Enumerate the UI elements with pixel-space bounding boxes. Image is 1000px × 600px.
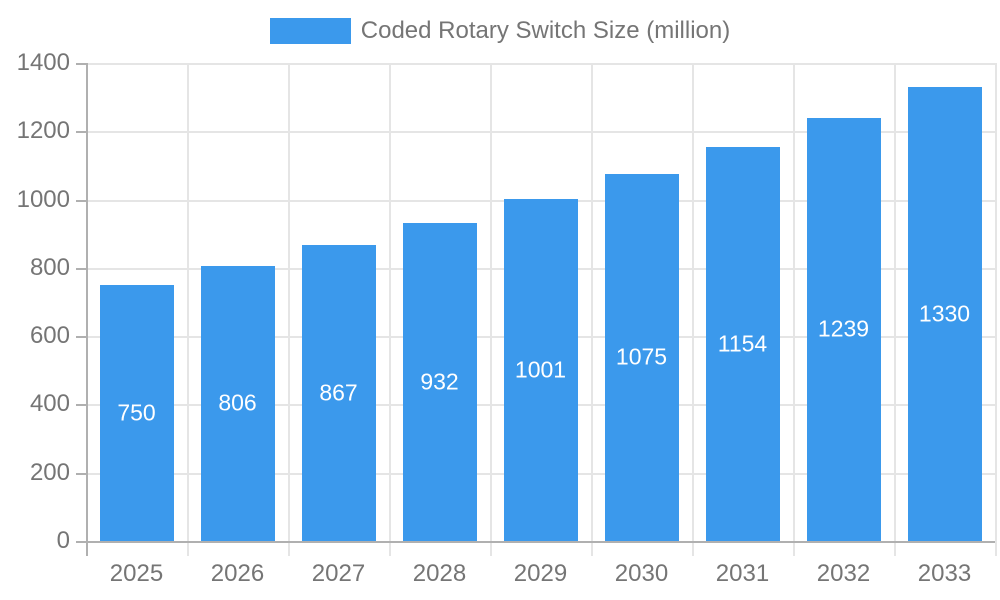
y-axis-tick [76,267,86,270]
bar-value-label: 932 [420,368,459,395]
bar-2031 [705,146,780,541]
bar-value-label: 1001 [514,356,567,383]
bar-2026 [200,265,275,541]
y-axis-line [86,63,88,556]
legend-label: Coded Rotary Switch Size (million) [360,17,731,44]
bar-value-label: 867 [319,379,358,406]
v-gridline [490,63,492,556]
legend: Coded Rotary Switch Size (million) [0,17,1000,44]
bar-2028 [402,222,477,541]
x-axis-tick-label: 2026 [210,560,265,587]
x-axis-tick-label: 2027 [311,560,366,587]
bar-value-label: 1330 [918,300,971,327]
x-axis-tick-label: 2030 [614,560,669,587]
x-axis-tick-label: 2029 [513,560,568,587]
x-axis-tick-label: 2031 [715,560,770,587]
bar-value-label: 1239 [817,315,870,342]
y-axis-tick-label: 200 [29,458,70,486]
x-axis-tick-label: 2025 [109,560,164,587]
bar-value-label: 750 [117,399,156,426]
bar-2029 [503,199,578,541]
bar-2027 [301,244,376,541]
x-axis-tick-label: 2028 [412,560,467,587]
bar-2025 [99,284,174,541]
y-axis-tick-label: 1200 [16,117,70,145]
y-axis-tick-label: 400 [29,390,70,418]
v-gridline [591,63,593,556]
v-gridline [995,63,997,556]
bar-value-label: 806 [218,389,257,416]
v-gridline [288,63,290,556]
y-gridline [86,63,995,65]
y-axis-tick [76,336,86,339]
x-axis-tick-label: 2032 [816,560,871,587]
y-axis-tick [76,472,86,475]
legend-swatch [269,18,351,44]
y-axis-tick-label: 800 [29,253,70,281]
v-gridline [894,63,896,556]
y-axis-tick-label: 1000 [16,185,70,213]
y-gridline [86,131,995,134]
y-axis-tick [76,541,86,543]
y-axis-tick [76,63,86,65]
v-gridline [389,63,391,556]
bar-value-label: 1154 [717,330,768,357]
bar-value-label: 1075 [615,343,668,370]
y-axis-tick-label: 1400 [16,49,70,76]
y-axis-tick-label: 600 [29,322,70,350]
y-axis-tick [76,199,86,202]
bar-2032 [806,117,881,541]
v-gridline [793,63,795,556]
bar-2030 [604,173,679,541]
x-axis-tick-label: 2033 [917,560,972,587]
y-axis-tick-label: 0 [56,527,70,554]
v-gridline [187,63,189,556]
bar-2033 [907,86,982,541]
x-axis-line [86,541,995,543]
y-axis-tick [76,404,86,407]
v-gridline [692,63,694,556]
y-axis-tick [76,131,86,134]
